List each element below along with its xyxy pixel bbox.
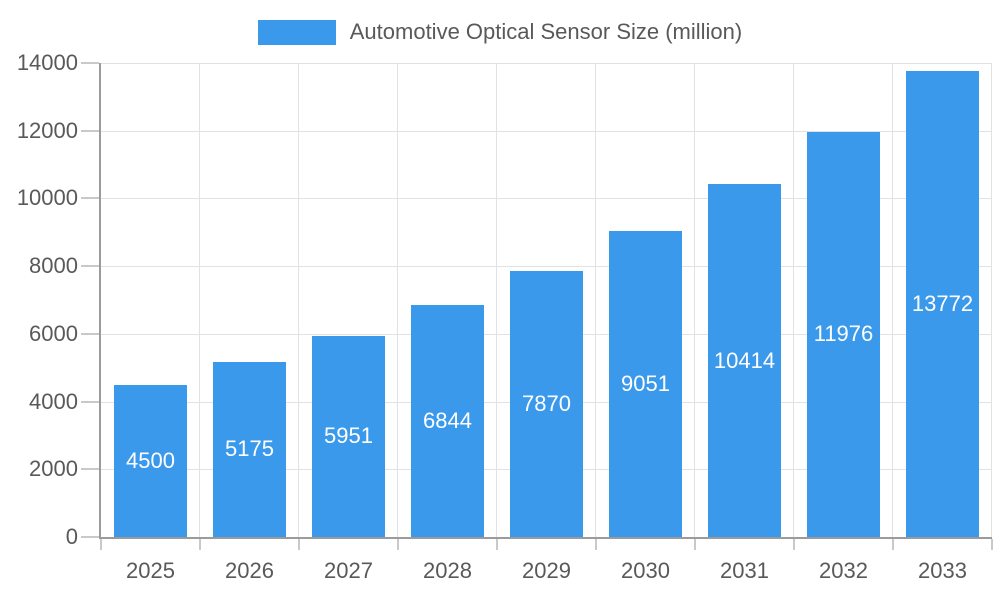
y-axis-tick-label: 12000	[16, 117, 78, 143]
gridline-vertical	[595, 63, 596, 537]
x-axis-tick	[694, 539, 696, 550]
x-axis-category-label: 2027	[324, 558, 373, 583]
x-axis-category-label: 2029	[522, 558, 571, 583]
bar-value-label: 7870	[522, 390, 571, 416]
plot-area: 4500 5175 5951 6844 7870 9051 10414 11976 13772	[101, 63, 992, 537]
y-axis-tick-label: 2000	[29, 456, 78, 482]
gridline-vertical	[793, 63, 794, 537]
bar-2029[interactable]: 7870	[510, 270, 583, 537]
y-axis-tick	[81, 265, 99, 268]
y-axis-tick-label: 10000	[16, 185, 78, 211]
bar-value-label: 6844	[423, 408, 472, 434]
bar-value-label: 9051	[621, 370, 670, 396]
y-axis-tick	[81, 197, 99, 200]
bar-2030[interactable]: 9051	[609, 230, 682, 537]
y-axis-tick	[81, 62, 99, 64]
x-axis-category-label: 2033	[918, 558, 967, 583]
x-axis-tick	[100, 539, 102, 550]
bar-value-label: 10414	[713, 347, 776, 373]
gridline-horizontal	[101, 63, 992, 64]
x-axis-category-label: 2030	[621, 558, 670, 583]
y-axis-tick-label: 14000	[16, 50, 78, 75]
y-axis-tick	[81, 129, 99, 132]
gridline-vertical	[496, 63, 497, 537]
y-axis-tick-label: 8000	[29, 253, 78, 279]
x-axis-tick	[496, 539, 498, 550]
x-axis-tick	[199, 539, 201, 550]
x-axis-category-label: 2025	[126, 558, 175, 583]
bar-2028[interactable]: 6844	[411, 305, 484, 537]
x-axis-tick	[595, 539, 597, 550]
x-axis-tick	[397, 539, 399, 550]
legend-label: Automotive Optical Sensor Size (million)	[349, 19, 743, 44]
y-axis-tick-label: 0	[65, 524, 78, 549]
bar-value-label: 5175	[225, 436, 274, 462]
legend[interactable]: Automotive Optical Sensor Size (million)	[0, 19, 1000, 45]
y-axis-tick	[81, 536, 99, 538]
gridline-vertical	[199, 63, 200, 537]
gridline-horizontal	[101, 130, 992, 132]
y-axis-tick	[81, 332, 99, 335]
gridline-horizontal	[101, 266, 992, 268]
gridline-vertical	[397, 63, 398, 537]
bar-2031[interactable]: 10414	[708, 184, 781, 537]
bar-2027[interactable]: 5951	[312, 335, 385, 537]
gridline-vertical	[298, 63, 299, 537]
x-axis-tick	[298, 539, 300, 550]
x-axis: 2025 2026 2027 2028 2029 2030 2031 2032 2033	[100, 537, 993, 600]
bar-2032[interactable]: 11976	[807, 131, 880, 537]
bar-2033[interactable]: 13772	[906, 70, 979, 537]
gridline-horizontal	[101, 198, 992, 200]
x-axis-category-label: 2026	[225, 558, 274, 583]
x-axis-category-label: 2028	[423, 558, 472, 583]
y-axis-line	[99, 63, 101, 539]
x-axis-tick	[793, 539, 795, 550]
x-axis-category-label: 2032	[819, 558, 868, 583]
y-axis-tick-label: 6000	[29, 320, 78, 346]
x-axis-tick	[991, 539, 993, 550]
gridline-vertical	[694, 63, 695, 537]
gridline-vertical	[991, 63, 992, 537]
x-axis-tick	[892, 539, 894, 550]
legend-swatch-icon	[257, 19, 336, 45]
bar-value-label: 13772	[911, 290, 974, 316]
y-axis: 0 2000 4000 6000 8000 10000 12000 14000	[0, 50, 101, 549]
bar-value-label: 4500	[126, 447, 175, 473]
bar-2026[interactable]: 5175	[213, 361, 286, 537]
y-axis-tick	[81, 468, 99, 471]
gridline-vertical	[892, 63, 893, 537]
x-axis-line	[99, 537, 992, 539]
bar-value-label: 5951	[324, 423, 373, 449]
y-axis-tick	[81, 400, 99, 403]
bar-value-label: 11976	[813, 321, 874, 347]
bar-2025[interactable]: 4500	[114, 384, 187, 537]
y-axis-tick-label: 4000	[29, 388, 78, 414]
x-axis-category-label: 2031	[720, 558, 769, 583]
